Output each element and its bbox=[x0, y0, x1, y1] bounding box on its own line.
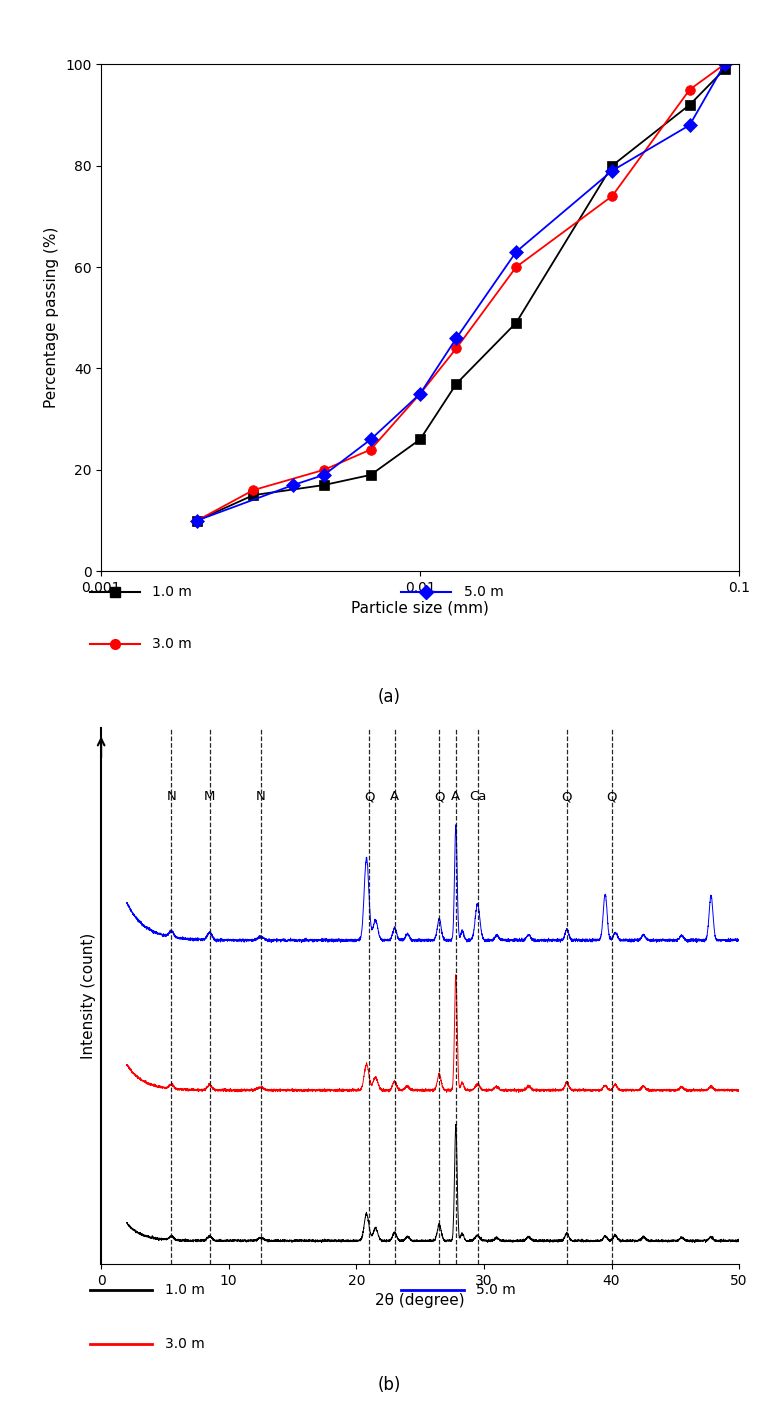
Text: N: N bbox=[166, 791, 176, 804]
Text: 3.0 m: 3.0 m bbox=[165, 1337, 205, 1351]
Text: Q: Q bbox=[606, 791, 617, 804]
Text: 5.0 m: 5.0 m bbox=[476, 1284, 516, 1298]
Text: A: A bbox=[451, 791, 461, 804]
Text: Q: Q bbox=[434, 791, 444, 804]
Text: A: A bbox=[390, 791, 399, 804]
Text: (a): (a) bbox=[377, 688, 401, 705]
X-axis label: 2θ (degree): 2θ (degree) bbox=[375, 1294, 465, 1308]
Text: 3.0 m: 3.0 m bbox=[152, 637, 192, 651]
X-axis label: Particle size (mm): Particle size (mm) bbox=[351, 601, 489, 615]
Text: Q: Q bbox=[562, 791, 572, 804]
Text: 1.0 m: 1.0 m bbox=[165, 1284, 205, 1298]
Text: 1.0 m: 1.0 m bbox=[152, 584, 192, 598]
Text: N: N bbox=[256, 791, 265, 804]
Text: 5.0 m: 5.0 m bbox=[464, 584, 503, 598]
Y-axis label: Percentage passing (%): Percentage passing (%) bbox=[44, 227, 59, 408]
Text: (b): (b) bbox=[377, 1377, 401, 1394]
Text: Q: Q bbox=[364, 791, 374, 804]
Text: M: M bbox=[204, 791, 216, 804]
Y-axis label: Intensity (count): Intensity (count) bbox=[81, 932, 96, 1060]
Text: Ca: Ca bbox=[469, 791, 486, 804]
